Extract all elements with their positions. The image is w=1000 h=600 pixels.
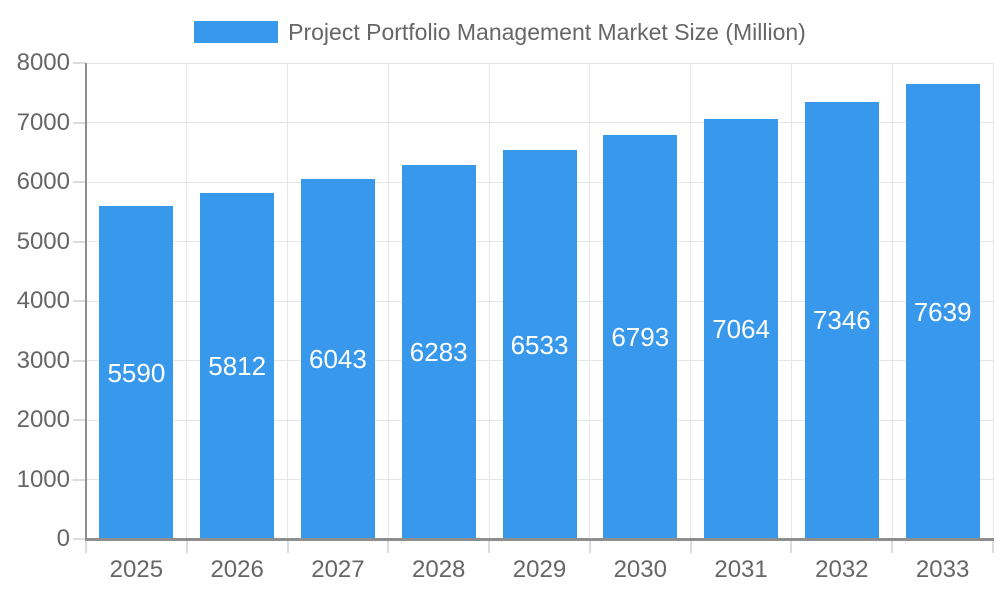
y-axis-tick	[73, 300, 86, 302]
bar-value-label: 5812	[208, 351, 267, 382]
y-axis-label: 1000	[16, 465, 70, 493]
bar-2031	[704, 118, 778, 539]
x-axis-tick	[488, 541, 491, 553]
y-axis-label: 6000	[16, 168, 70, 195]
y-axis-tick	[73, 478, 86, 481]
x-axis-label: 2031	[714, 556, 768, 583]
x-axis-tick	[387, 541, 390, 553]
y-axis-line	[85, 63, 87, 539]
x-axis-tick	[689, 541, 692, 553]
y-axis-tick	[73, 121, 86, 124]
y-axis-label: 5000	[16, 227, 70, 255]
y-axis-label: 8000	[16, 49, 70, 76]
y-axis-label: 7000	[16, 108, 70, 136]
x-axis-label: 2025	[109, 556, 164, 583]
horizontal-gridline	[86, 62, 993, 64]
x-axis-tick	[588, 541, 591, 553]
y-axis-label: 3000	[16, 346, 70, 374]
bar-2028	[402, 165, 476, 539]
y-axis-tick	[73, 62, 86, 64]
x-axis-tick	[790, 541, 793, 553]
x-axis-label: 2028	[412, 556, 466, 583]
bar-value-label: 6043	[309, 344, 367, 375]
x-axis-tick	[992, 541, 994, 553]
x-axis-label: 2026	[210, 556, 264, 583]
y-axis-label: 0	[56, 525, 70, 552]
bar-2032	[805, 101, 879, 539]
bar-2030	[603, 134, 677, 539]
x-axis-label: 2029	[512, 556, 567, 583]
bar-value-label: 7346	[812, 305, 871, 336]
y-axis-tick	[73, 240, 86, 243]
bar-value-label: 6283	[409, 337, 468, 368]
bar-value-label: 5590	[107, 357, 166, 388]
y-axis-tick	[73, 359, 86, 362]
legend-swatch	[194, 21, 279, 43]
bar-2025	[99, 206, 173, 539]
bar-value-label: 6793	[611, 321, 670, 352]
x-axis-label: 2033	[915, 556, 970, 583]
bar-2033	[906, 84, 980, 539]
horizontal-gridline	[86, 122, 993, 123]
x-axis-line	[85, 538, 994, 541]
x-axis-label: 2030	[613, 556, 667, 583]
x-axis-tick	[85, 541, 87, 553]
bar-2027	[301, 179, 375, 539]
x-axis-tick	[891, 541, 894, 553]
legend-label: Project Portfolio Management Market Size…	[288, 18, 806, 45]
bar-value-label: 7639	[913, 296, 972, 327]
y-axis-label: 4000	[16, 287, 70, 314]
y-axis-tick	[73, 181, 86, 183]
vertical-gridline	[992, 63, 994, 539]
x-axis-tick	[286, 541, 289, 553]
bar-2029	[503, 150, 577, 539]
x-axis-tick	[185, 541, 188, 553]
x-axis-label: 2032	[815, 556, 869, 583]
x-axis-label: 2027	[311, 556, 365, 583]
legend-item[interactable]: Project Portfolio Management Market Size…	[0, 18, 1000, 46]
bar-value-label: 7064	[712, 313, 770, 344]
bar-value-label: 6533	[510, 329, 569, 360]
y-axis-tick	[73, 419, 86, 421]
y-axis-tick	[73, 538, 86, 540]
bar-2026	[200, 193, 274, 539]
y-axis-label: 2000	[16, 406, 70, 433]
